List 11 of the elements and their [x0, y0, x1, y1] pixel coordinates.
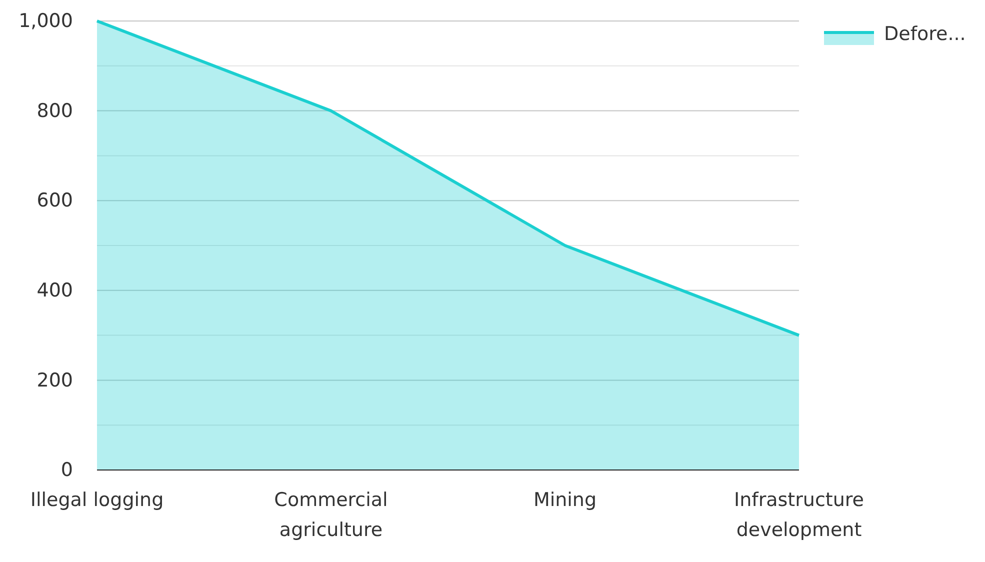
y-tick-label: 400: [36, 279, 73, 302]
x-tick-label: Illegal logging: [30, 489, 164, 511]
y-tick-label: 800: [36, 100, 73, 122]
x-tick-label: Commercial agriculture: [274, 489, 388, 541]
y-tick-label: 0: [60, 459, 73, 482]
legend-label: Defore...: [884, 23, 966, 45]
x-tick-label: Infrastructure development: [734, 489, 864, 541]
x-tick-label: Mining: [533, 489, 597, 511]
y-tick-label: 600: [36, 190, 73, 212]
y-tick-label: 200: [36, 369, 73, 392]
y-tick-label: 1,000: [18, 10, 73, 32]
